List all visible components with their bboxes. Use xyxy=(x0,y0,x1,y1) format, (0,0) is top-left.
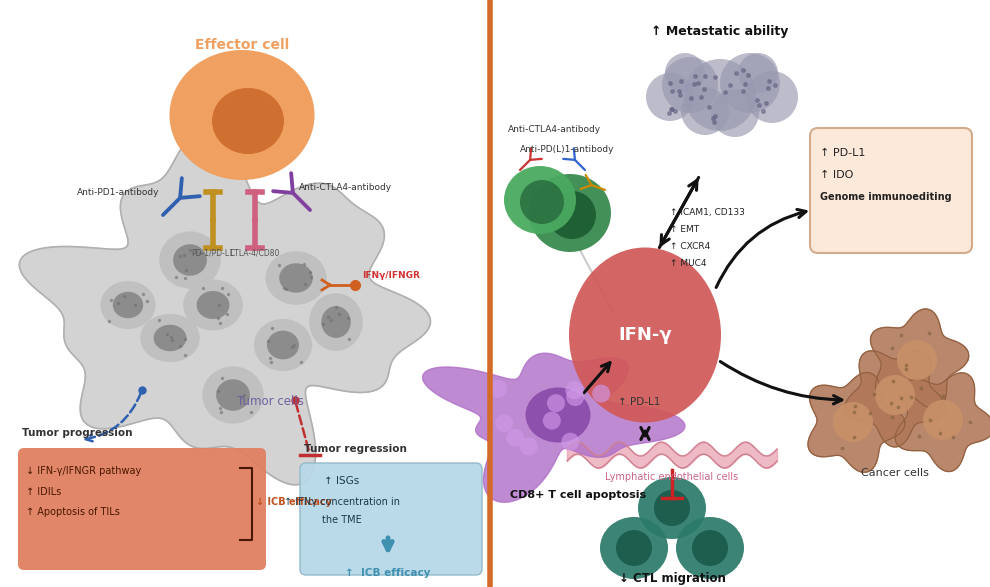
FancyBboxPatch shape xyxy=(18,448,266,570)
Circle shape xyxy=(875,375,915,415)
Text: Cancer cells: Cancer cells xyxy=(861,468,929,478)
Ellipse shape xyxy=(141,314,200,362)
FancyBboxPatch shape xyxy=(810,128,972,253)
Ellipse shape xyxy=(638,477,706,539)
Circle shape xyxy=(692,530,728,566)
Circle shape xyxy=(520,437,538,456)
Text: IFN-γ: IFN-γ xyxy=(618,326,672,344)
Ellipse shape xyxy=(100,281,155,329)
Ellipse shape xyxy=(197,291,230,319)
Ellipse shape xyxy=(169,50,315,180)
Circle shape xyxy=(738,53,778,93)
Text: ↑ Metastatic ability: ↑ Metastatic ability xyxy=(651,25,789,38)
Ellipse shape xyxy=(267,330,299,359)
Ellipse shape xyxy=(253,319,312,371)
Text: ↑ CXCR4: ↑ CXCR4 xyxy=(670,242,710,251)
Ellipse shape xyxy=(153,325,186,351)
Text: ↑ ICAM1, CD133: ↑ ICAM1, CD133 xyxy=(670,208,744,217)
Ellipse shape xyxy=(113,292,144,318)
Circle shape xyxy=(654,490,690,526)
Circle shape xyxy=(711,89,759,137)
Circle shape xyxy=(561,433,579,451)
Text: CTLA-4/CD80: CTLA-4/CD80 xyxy=(230,248,280,257)
Circle shape xyxy=(520,180,564,224)
Ellipse shape xyxy=(279,263,313,293)
Text: IFNγ/IFNGR: IFNγ/IFNGR xyxy=(362,271,420,280)
FancyBboxPatch shape xyxy=(300,463,482,575)
Text: CD8+ T cell apoptosis: CD8+ T cell apoptosis xyxy=(510,490,646,500)
Circle shape xyxy=(489,380,507,398)
Text: Lymphatic endothelial cells: Lymphatic endothelial cells xyxy=(605,472,739,482)
Ellipse shape xyxy=(569,248,721,423)
Circle shape xyxy=(897,340,937,380)
Circle shape xyxy=(565,381,583,399)
Ellipse shape xyxy=(159,231,221,289)
Text: ↑ IDO: ↑ IDO xyxy=(820,170,853,180)
Circle shape xyxy=(665,53,705,93)
Text: the TME: the TME xyxy=(322,515,362,525)
Circle shape xyxy=(495,414,513,432)
Ellipse shape xyxy=(309,293,362,351)
Text: ↑ PD-L1: ↑ PD-L1 xyxy=(820,148,865,158)
Ellipse shape xyxy=(265,251,327,305)
Text: ↑ IDILs: ↑ IDILs xyxy=(26,487,61,497)
Polygon shape xyxy=(423,353,685,502)
Circle shape xyxy=(548,191,596,239)
Text: ↑ ISGs: ↑ ISGs xyxy=(325,476,359,486)
Ellipse shape xyxy=(676,517,744,579)
Ellipse shape xyxy=(529,174,611,252)
Text: Genome immunoediting: Genome immunoediting xyxy=(820,192,951,202)
Text: Anti-CTLA4-antibody: Anti-CTLA4-antibody xyxy=(298,183,392,192)
Text: ↑  ICB efficacy: ↑ ICB efficacy xyxy=(346,568,431,578)
Text: ↑ EMT: ↑ EMT xyxy=(670,225,699,234)
Circle shape xyxy=(546,394,565,412)
Text: ↑ PD-L1: ↑ PD-L1 xyxy=(618,397,660,407)
Text: Tumor regression: Tumor regression xyxy=(304,444,407,454)
Ellipse shape xyxy=(183,279,243,330)
Text: ↑ Apoptosis of TILs: ↑ Apoptosis of TILs xyxy=(26,507,120,517)
Circle shape xyxy=(646,73,694,121)
Ellipse shape xyxy=(321,306,350,338)
Text: Effector cell: Effector cell xyxy=(195,38,289,52)
Text: Tumor cells: Tumor cells xyxy=(237,395,304,408)
Circle shape xyxy=(720,53,780,113)
Polygon shape xyxy=(870,309,968,409)
Polygon shape xyxy=(20,133,431,485)
Ellipse shape xyxy=(212,88,284,154)
Circle shape xyxy=(681,87,729,135)
Text: Anti-PD1-antibody: Anti-PD1-antibody xyxy=(77,188,159,197)
Text: PD-1/PD-L1: PD-1/PD-L1 xyxy=(191,248,235,257)
Circle shape xyxy=(616,530,652,566)
Circle shape xyxy=(566,388,584,406)
Circle shape xyxy=(592,384,610,403)
Circle shape xyxy=(543,411,560,430)
Polygon shape xyxy=(895,373,990,471)
Circle shape xyxy=(684,59,756,131)
Text: Tumor progression: Tumor progression xyxy=(22,428,133,438)
Text: ↓ IFN-γ/IFNGR pathway: ↓ IFN-γ/IFNGR pathway xyxy=(26,466,142,476)
Polygon shape xyxy=(808,373,905,473)
Text: ↑ MUC4: ↑ MUC4 xyxy=(670,259,707,268)
Ellipse shape xyxy=(216,379,249,411)
Ellipse shape xyxy=(600,517,668,579)
Ellipse shape xyxy=(202,366,263,424)
Circle shape xyxy=(833,402,873,442)
Text: ↓ CTL migration: ↓ CTL migration xyxy=(619,572,726,585)
Text: Anti-PD(L)1-antibody: Anti-PD(L)1-antibody xyxy=(520,145,615,154)
Circle shape xyxy=(746,71,798,123)
Text: Anti-CTLA4-antibody: Anti-CTLA4-antibody xyxy=(508,125,601,134)
Circle shape xyxy=(662,57,718,113)
Ellipse shape xyxy=(526,387,590,443)
Text: ↓ ICB efficacy: ↓ ICB efficacy xyxy=(256,497,332,507)
Ellipse shape xyxy=(173,244,207,276)
Ellipse shape xyxy=(504,166,576,234)
Circle shape xyxy=(923,400,963,440)
Polygon shape xyxy=(845,351,945,447)
Text: ↑ IFNγ concentration in: ↑ IFNγ concentration in xyxy=(284,497,400,507)
Circle shape xyxy=(506,429,524,447)
